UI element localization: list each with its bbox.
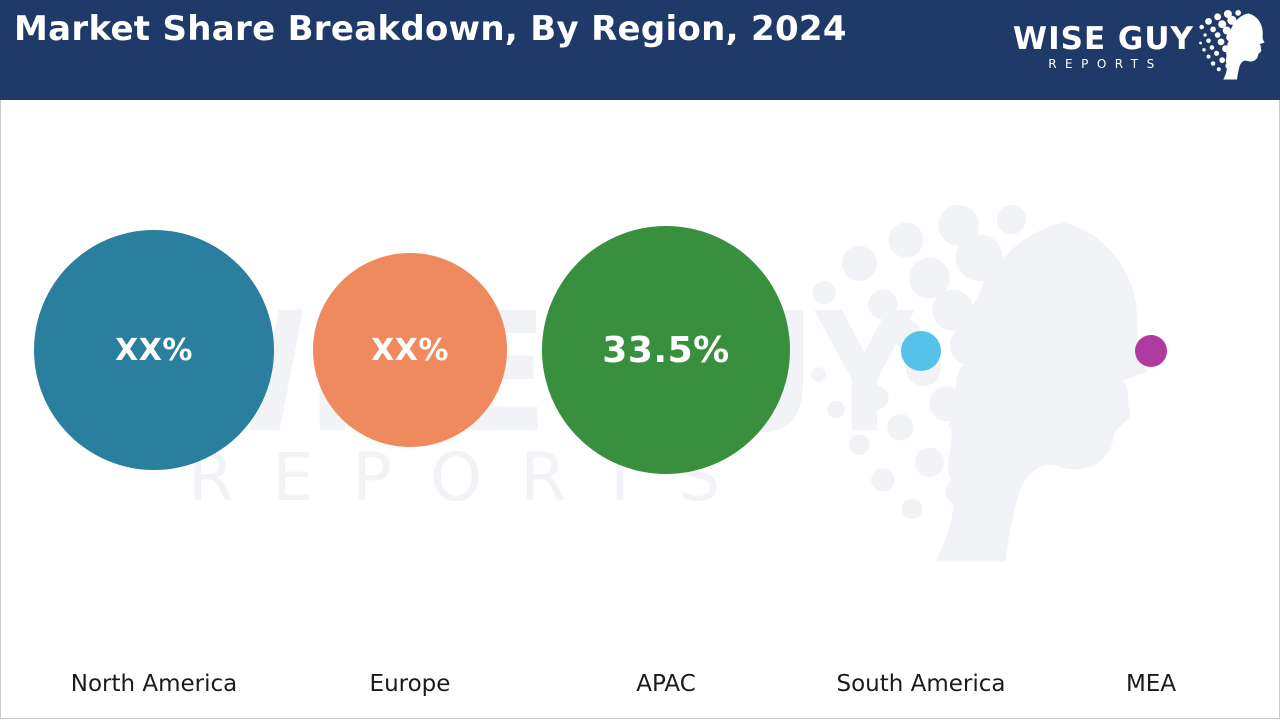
header-bar: Market Share Breakdown, By Region, 2024 … <box>0 0 1280 100</box>
logo-wordmark: WISE GUY <box>1012 20 1194 57</box>
bubble-apac: 33.5% <box>542 226 790 474</box>
bubble-value-north-america: XX% <box>115 332 193 368</box>
wise-guy-head-icon <box>1196 6 1270 88</box>
category-label-south-america: South America <box>836 671 1006 697</box>
wise-guy-reports-logo: WISE GUY REPORTS <box>1013 6 1270 88</box>
bubble-north-america: XX% <box>34 230 274 470</box>
bubble-europe: XX% <box>313 253 507 447</box>
category-label-europe: Europe <box>369 671 451 697</box>
category-label-north-america: North America <box>70 671 238 697</box>
watermark-head-icon <box>795 205 1175 585</box>
bubble-south-america <box>901 331 941 371</box>
bubble-mea <box>1135 335 1167 367</box>
bubble-value-apac: 33.5% <box>602 329 730 371</box>
bubble-value-europe: XX% <box>371 332 449 368</box>
category-label-mea: MEA <box>1125 671 1177 697</box>
chart-title: Market Share Breakdown, By Region, 2024 <box>14 9 847 49</box>
category-label-apac: APAC <box>636 671 696 697</box>
logo-text: WISE GUY REPORTS <box>1013 23 1194 72</box>
logo-subtext: REPORTS <box>1048 57 1163 72</box>
